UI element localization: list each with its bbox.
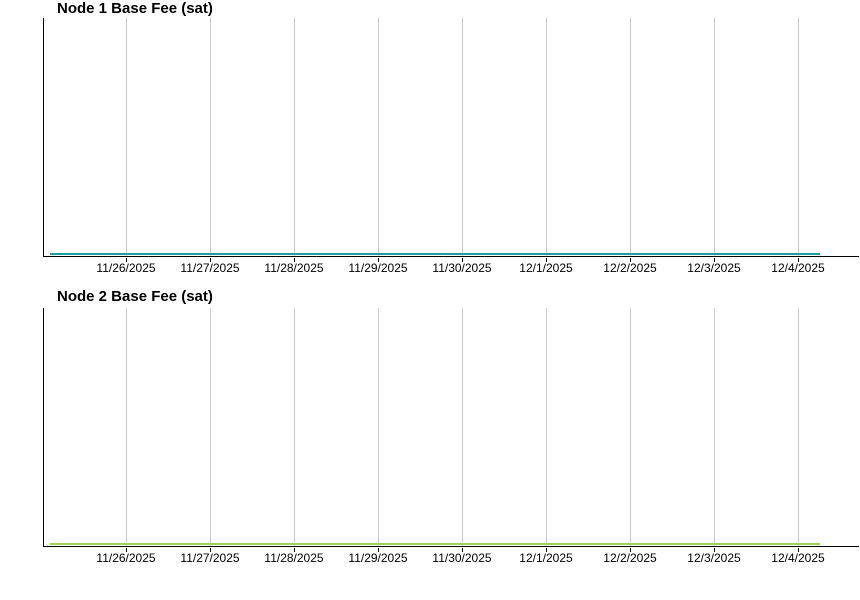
x-tick-mark	[545, 258, 547, 262]
x-tick-label: 11/30/2025	[432, 261, 492, 275]
gridline	[293, 308, 295, 546]
x-tick-mark	[461, 548, 463, 552]
x-tick-label: 12/2/2025	[603, 261, 657, 275]
x-tick-mark	[209, 258, 211, 262]
chart-node-2-x-axis-labels: 11/26/2025 11/27/2025 11/28/2025 11/29/2025…	[0, 551, 860, 567]
x-tick-mark	[797, 548, 799, 552]
x-tick-mark	[293, 258, 295, 262]
gridline	[461, 18, 463, 256]
x-tick-label: 12/2/2025	[603, 551, 657, 565]
x-tick-label: 12/4/2025	[771, 261, 825, 275]
x-tick-label: 11/26/2025	[96, 261, 156, 275]
chart-node-2-plot-area	[43, 308, 859, 552]
gridline	[629, 18, 631, 256]
gridline	[545, 18, 547, 256]
x-tick-label: 12/1/2025	[519, 261, 573, 275]
x-tick-label: 11/29/2025	[348, 261, 408, 275]
x-tick-label: 11/27/2025	[180, 551, 240, 565]
x-tick-mark	[797, 258, 799, 262]
x-tick-label: 11/28/2025	[264, 261, 324, 275]
gridline	[125, 18, 127, 256]
x-tick-mark	[713, 548, 715, 552]
x-tick-mark	[377, 548, 379, 552]
gridline	[797, 308, 799, 546]
x-tick-mark	[713, 258, 715, 262]
x-tick-label: 11/30/2025	[432, 551, 492, 565]
x-tick-mark	[377, 258, 379, 262]
x-tick-mark	[125, 548, 127, 552]
x-tick-label: 11/28/2025	[264, 551, 324, 565]
x-tick-mark	[629, 548, 631, 552]
x-tick-label: 11/26/2025	[96, 551, 156, 565]
x-tick-mark	[125, 258, 127, 262]
x-tick-label: 11/27/2025	[180, 261, 240, 275]
gridline	[713, 18, 715, 256]
chart-node-1-title: Node 1 Base Fee (sat)	[57, 0, 213, 17]
x-tick-mark	[461, 258, 463, 262]
gridline	[125, 308, 127, 546]
x-tick-mark	[209, 548, 211, 552]
gridline	[797, 18, 799, 256]
x-tick-mark	[545, 548, 547, 552]
x-tick-mark	[293, 548, 295, 552]
gridline	[293, 18, 295, 256]
gridline	[209, 308, 211, 546]
x-tick-label: 12/4/2025	[771, 551, 825, 565]
gridline	[629, 308, 631, 546]
x-tick-label: 11/29/2025	[348, 551, 408, 565]
gridline	[545, 308, 547, 546]
gridline	[377, 308, 379, 546]
gridline	[713, 308, 715, 546]
gridline	[377, 18, 379, 256]
chart-node-1-plot-area	[43, 18, 859, 262]
chart-node-2-title: Node 2 Base Fee (sat)	[57, 288, 213, 305]
chart-node-1-x-axis-labels: 11/26/2025 11/27/2025 11/28/2025 11/29/2025…	[0, 261, 860, 277]
gridline	[461, 308, 463, 546]
x-tick-label: 12/3/2025	[687, 261, 741, 275]
series-line	[50, 253, 820, 255]
gridline	[209, 18, 211, 256]
x-tick-label: 12/1/2025	[519, 551, 573, 565]
x-tick-mark	[629, 258, 631, 262]
series-line	[50, 543, 820, 545]
x-tick-label: 12/3/2025	[687, 551, 741, 565]
